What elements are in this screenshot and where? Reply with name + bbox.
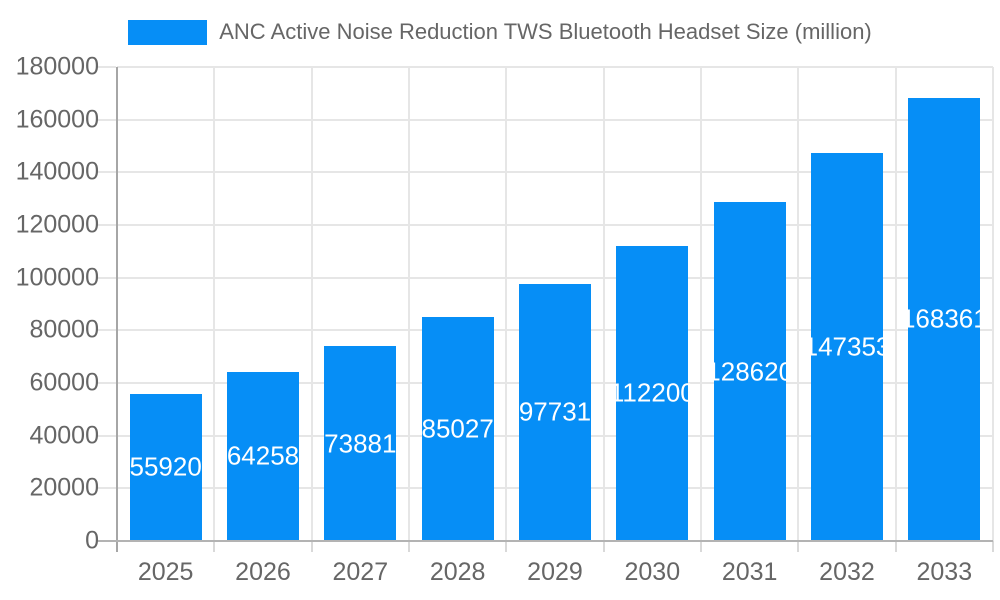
y-axis-label: 120000 <box>15 210 99 239</box>
y-gridline <box>117 66 993 68</box>
bar-value-2026: 64258 <box>226 440 300 471</box>
y-gridline <box>117 118 993 121</box>
bar-value-2027: 73881 <box>324 428 397 459</box>
x-axis-tick <box>894 541 897 552</box>
x-axis-label-2029: 2029 <box>527 558 583 586</box>
bar-2030[interactable] <box>616 245 689 541</box>
bar-2033[interactable] <box>908 97 981 541</box>
x-axis-tick <box>700 541 702 552</box>
bar-value-2032: 147353 <box>803 331 891 362</box>
bar-2027[interactable] <box>324 346 397 541</box>
x-gridline <box>797 67 800 541</box>
bar-2031[interactable] <box>713 202 786 541</box>
y-gridline <box>117 276 993 279</box>
y-axis-tick <box>98 434 116 437</box>
y-axis-tick <box>98 382 116 384</box>
y-axis-label: 180000 <box>15 52 99 81</box>
y-axis-label: 160000 <box>15 105 99 134</box>
x-axis-tick <box>408 541 410 552</box>
y-axis-label: 100000 <box>15 263 99 292</box>
bar-value-2025: 55920 <box>129 451 202 482</box>
x-axis-tick <box>797 541 800 552</box>
bar-2026[interactable] <box>227 371 299 541</box>
x-axis-label-2026: 2026 <box>235 558 291 586</box>
x-gridline <box>894 67 897 541</box>
bar-value-2029: 97731 <box>518 396 592 427</box>
x-axis-label-2025: 2025 <box>137 558 194 586</box>
y-axis-label: 60000 <box>29 368 99 397</box>
x-gridline <box>505 67 508 541</box>
y-axis-tick <box>98 329 116 332</box>
y-axis-label: 80000 <box>29 315 99 344</box>
y-axis-label: 0 <box>85 526 99 555</box>
x-axis-tick <box>213 541 216 552</box>
bar-value-2028: 85027 <box>421 413 494 444</box>
x-axis-line <box>98 540 993 542</box>
x-gridline <box>602 67 605 541</box>
y-axis-tick <box>98 171 116 174</box>
y-axis-label: 140000 <box>15 157 99 186</box>
x-axis-tick <box>602 541 605 552</box>
y-gridline <box>117 171 993 174</box>
x-axis-label-2031: 2031 <box>721 558 778 586</box>
y-gridline <box>117 224 993 226</box>
legend-swatch <box>128 19 208 45</box>
x-axis-label-2033: 2033 <box>916 558 973 586</box>
y-axis-label: 20000 <box>29 473 99 502</box>
legend[interactable]: ANC Active Noise Reduction TWS Bluetooth… <box>0 16 1000 48</box>
y-axis-tick <box>98 224 116 226</box>
legend-label: ANC Active Noise Reduction TWS Bluetooth… <box>219 19 872 44</box>
x-gridline <box>310 67 313 541</box>
x-axis-label-2028: 2028 <box>429 558 486 586</box>
bar-2028[interactable] <box>421 317 494 541</box>
x-gridline <box>408 67 410 541</box>
y-axis-tick <box>98 66 116 68</box>
x-axis-label-2030: 2030 <box>624 558 681 586</box>
y-axis-tick <box>98 487 116 490</box>
x-axis-label-2032: 2032 <box>819 558 875 586</box>
x-gridline <box>992 67 994 541</box>
bar-2032[interactable] <box>811 152 883 541</box>
x-axis-tick <box>310 541 313 552</box>
bar-value-2030: 112200 <box>609 377 695 408</box>
x-axis-tick <box>505 541 508 552</box>
bar-2025[interactable] <box>129 393 202 541</box>
y-axis-tick <box>98 276 116 279</box>
x-gridline <box>213 67 216 541</box>
x-gridline <box>700 67 702 541</box>
bar-value-2031: 128620 <box>706 356 794 387</box>
x-axis-label-2027: 2027 <box>332 558 389 586</box>
y-axis-label: 40000 <box>29 421 99 450</box>
bar-value-2033: 168361 <box>900 303 988 334</box>
y-axis-tick <box>98 118 116 121</box>
y-axis-line <box>116 67 118 552</box>
x-axis-tick <box>992 541 994 552</box>
bar-2029[interactable] <box>519 283 591 541</box>
